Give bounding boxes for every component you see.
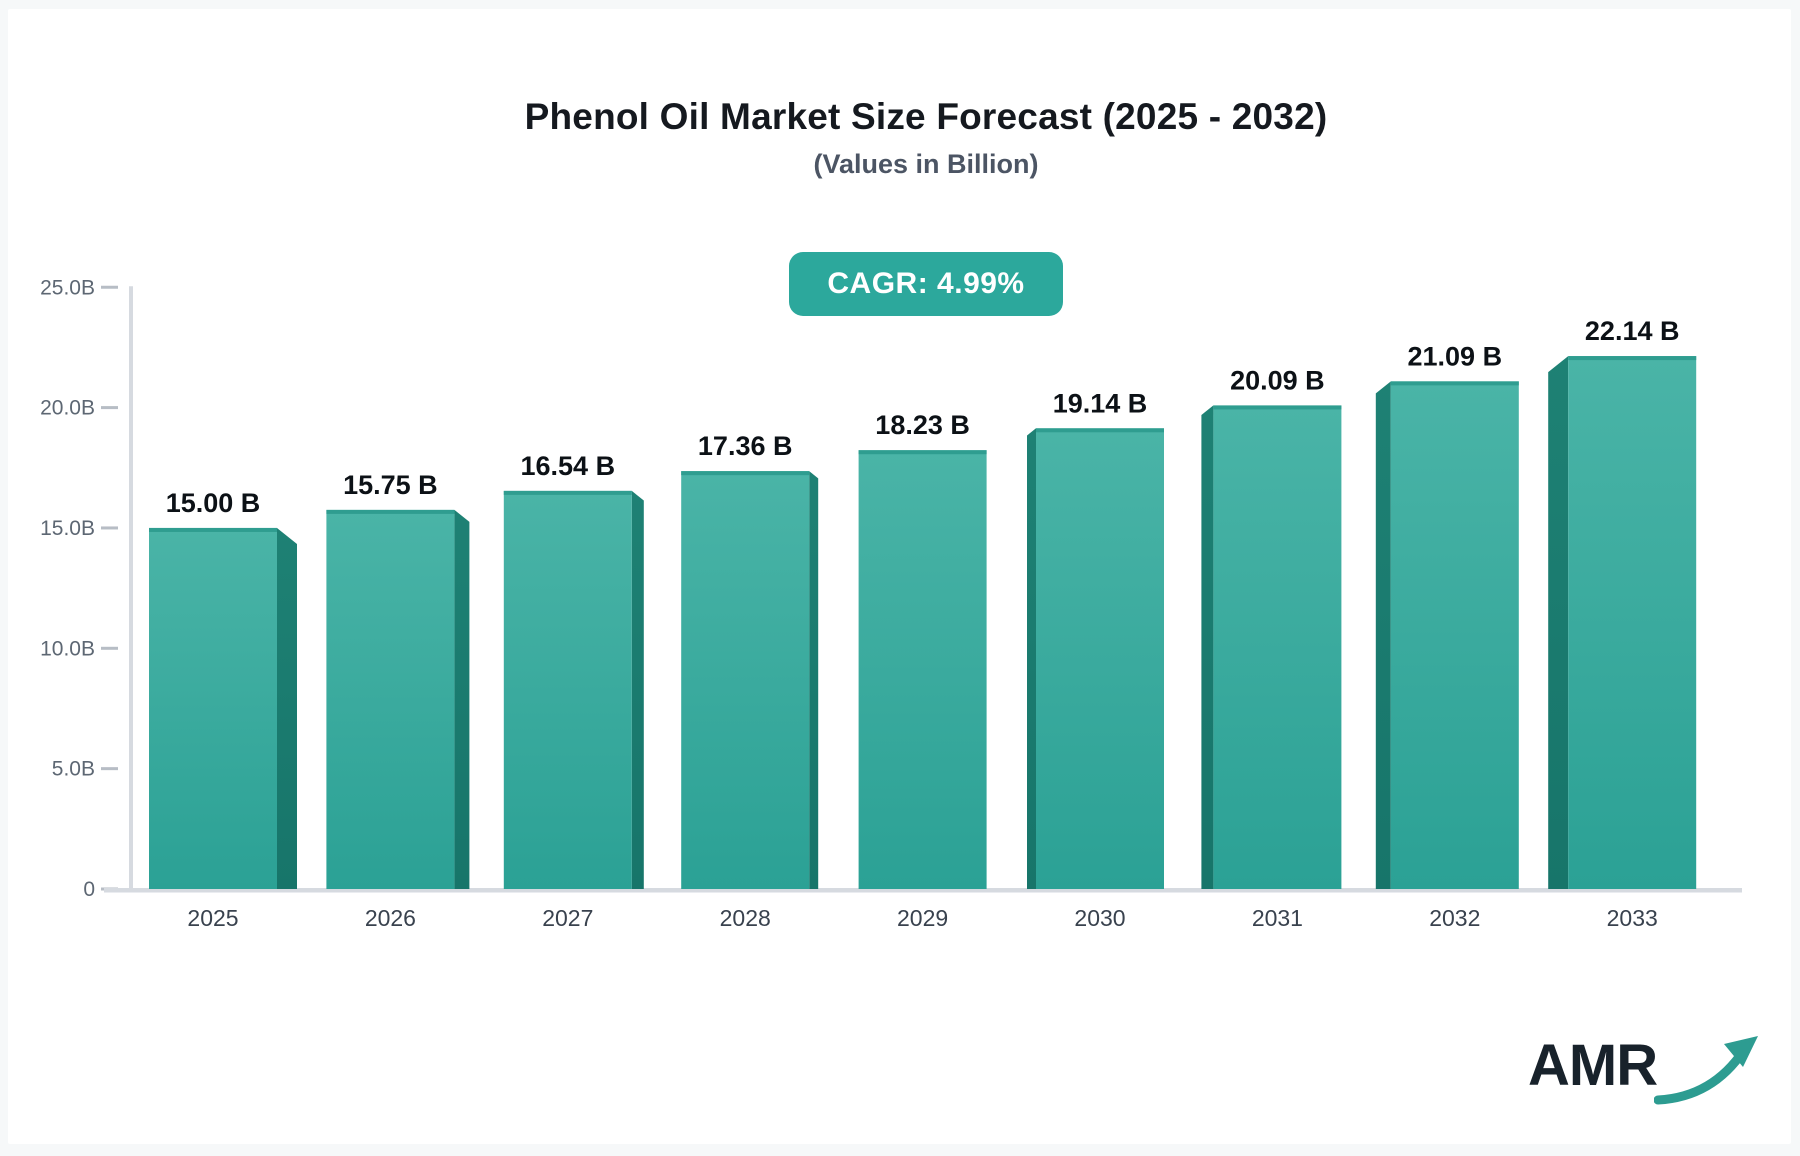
y-tick-label: 5.0B	[52, 758, 95, 781]
bar	[1568, 356, 1697, 889]
bar-top-edge	[858, 450, 987, 455]
bar-value-label: 18.23 B	[875, 410, 970, 440]
bar-side	[1201, 405, 1214, 889]
bar-top-edge	[326, 509, 455, 514]
y-tick-label: 0	[83, 878, 95, 901]
x-axis-line	[104, 888, 1742, 893]
bar	[1390, 381, 1519, 889]
y-tick-label: 25.0B	[40, 276, 95, 299]
bar-value-label: 21.09 B	[1408, 341, 1503, 371]
x-tick-label: 2025	[187, 905, 238, 931]
bar	[858, 450, 987, 889]
bar-value-label: 15.00 B	[166, 488, 261, 518]
bar-top-edge	[681, 471, 810, 476]
x-tick-label: 2030	[1074, 905, 1125, 931]
bar-side	[454, 509, 470, 889]
bar-side	[1548, 356, 1569, 889]
bar-side	[277, 527, 297, 889]
amr-logo: AMR	[1528, 1032, 1758, 1112]
bar	[149, 527, 277, 889]
y-tick-label: 20.0B	[40, 397, 95, 420]
bar	[681, 471, 810, 889]
bar	[326, 509, 455, 889]
bar-top-edge	[149, 527, 277, 532]
bar	[1213, 405, 1342, 889]
y-tick	[101, 526, 118, 530]
y-tick-label: 10.0B	[40, 637, 95, 660]
bar-side	[631, 490, 644, 889]
x-tick-label: 2027	[542, 905, 593, 931]
bar-top-edge	[1036, 428, 1164, 433]
y-tick-label: 15.0B	[40, 517, 95, 540]
bar-side	[809, 471, 819, 889]
y-tick	[101, 767, 118, 771]
bar-top-edge	[1568, 356, 1697, 361]
y-axis-line	[129, 286, 133, 889]
bar-value-label: 19.14 B	[1053, 388, 1148, 418]
x-tick-label: 2031	[1252, 905, 1303, 931]
y-tick	[101, 285, 118, 289]
bar-top-edge	[503, 490, 632, 495]
x-tick-label: 2032	[1429, 905, 1480, 931]
trend-arrow-icon	[1654, 1036, 1758, 1105]
x-tick-label: 2026	[365, 905, 416, 931]
bar-value-label: 16.54 B	[521, 451, 616, 481]
y-tick	[101, 646, 118, 650]
amr-logo-text: AMR	[1528, 1033, 1658, 1098]
bar-value-label: 15.75 B	[343, 470, 438, 500]
bar	[503, 490, 632, 889]
bar-value-label: 22.14 B	[1585, 316, 1680, 346]
x-tick-label: 2033	[1607, 905, 1658, 931]
x-tick-label: 2029	[897, 905, 948, 931]
bar-top-edge	[1390, 381, 1519, 386]
bar-top-edge	[1213, 405, 1342, 410]
bar-value-label: 20.09 B	[1230, 365, 1325, 395]
bar	[1036, 428, 1164, 889]
y-tick	[101, 406, 118, 410]
bar-value-label: 17.36 B	[698, 431, 793, 461]
x-tick-label: 2028	[720, 905, 771, 931]
bar-side	[1027, 428, 1036, 889]
bar-side	[1375, 381, 1391, 889]
